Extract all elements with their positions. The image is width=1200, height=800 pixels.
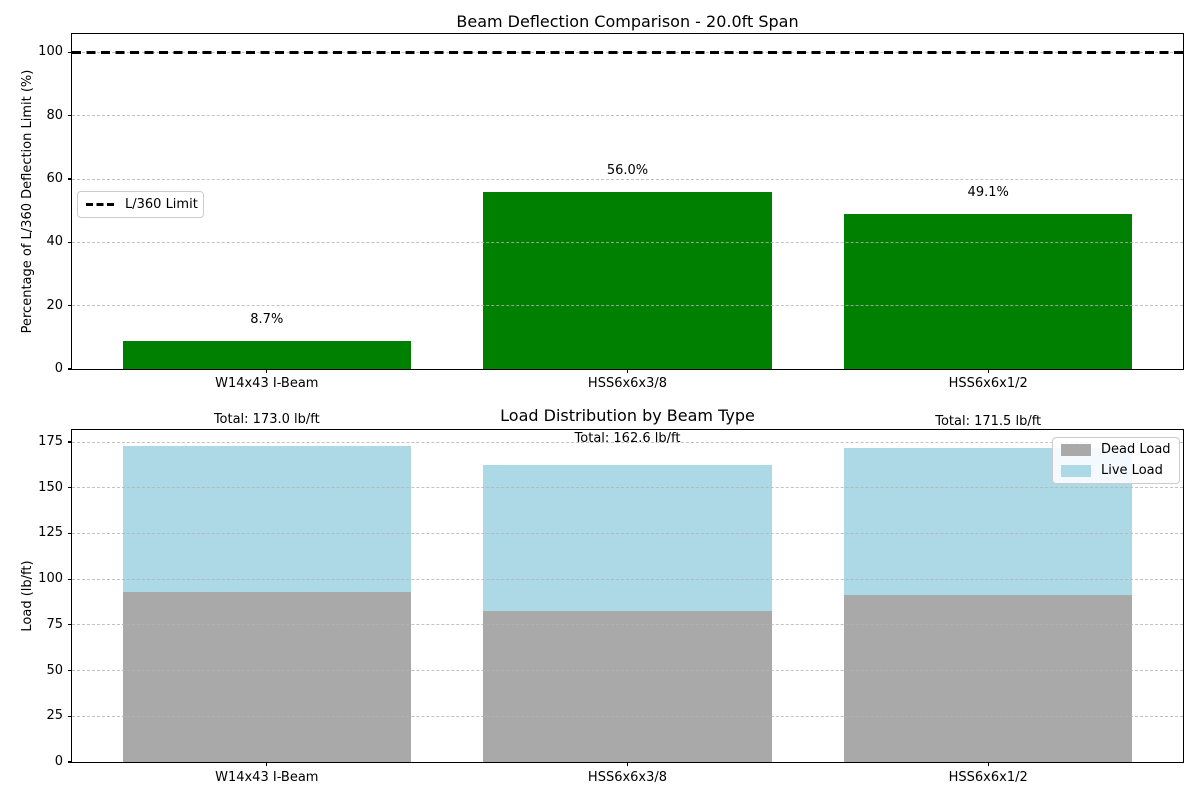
total-label: Total: 171.5 lb/ft <box>935 414 1042 430</box>
load-y-axis-label: Load (lb/ft) <box>20 560 35 632</box>
x-tick-mark <box>987 762 989 766</box>
x-tick-mark <box>266 369 268 373</box>
y-tick-mark <box>68 624 72 626</box>
gridline <box>72 578 1183 580</box>
y-tick-mark <box>68 51 72 53</box>
x-tick-label: W14x43 I-Beam <box>215 770 319 785</box>
gridline <box>72 624 1183 626</box>
legend-entry: L/360 Limit <box>86 196 198 213</box>
gridline <box>72 241 1183 243</box>
y-tick-mark <box>68 532 72 535</box>
legend-label: Live Load <box>1101 463 1163 478</box>
y-tick-mark <box>68 669 72 672</box>
y-tick-mark <box>68 305 72 307</box>
bar-value-label: 8.7% <box>250 312 284 328</box>
y-tick-label: 20 <box>46 297 63 313</box>
reference-line <box>72 51 1183 54</box>
y-tick-mark <box>68 178 72 180</box>
gridline <box>72 441 1183 443</box>
total-label: Total: 162.6 lb/ft <box>574 430 681 446</box>
y-tick-label: 60 <box>46 171 63 187</box>
y-tick-label: 125 <box>38 525 63 541</box>
legend-color-swatch <box>1061 465 1091 477</box>
deflection-chart-title: Beam Deflection Comparison - 20.0ft Span <box>456 12 799 31</box>
dead-load-bar-segment <box>483 610 772 762</box>
gridline <box>72 670 1183 672</box>
y-tick-mark <box>68 761 72 763</box>
y-tick-label: 175 <box>38 434 63 450</box>
deflection-bar <box>843 213 1133 369</box>
y-tick-mark <box>68 578 72 580</box>
y-tick-label: 75 <box>46 616 63 632</box>
x-tick-label: HSS6x6x3/8 <box>587 770 668 785</box>
legend: Dead Load Live Load <box>1052 437 1180 484</box>
x-tick-mark <box>987 369 989 373</box>
legend-label: L/360 Limit <box>125 196 198 212</box>
y-tick-label: 150 <box>38 479 63 495</box>
gridline <box>72 487 1183 489</box>
live-load-bar-segment <box>122 445 412 592</box>
y-tick-label: 25 <box>46 708 63 724</box>
y-tick-label: 40 <box>46 234 63 250</box>
x-tick-mark <box>626 369 629 373</box>
load-chart-title: Load Distribution by Beam Type <box>500 406 755 425</box>
legend-entry: Dead Load <box>1061 442 1171 458</box>
y-tick-label: 50 <box>46 662 63 678</box>
y-tick-mark <box>68 487 72 489</box>
bar-value-label: 56.0% <box>606 162 649 178</box>
y-tick-mark <box>68 441 72 443</box>
legend-entry: Live Load <box>1061 463 1171 479</box>
y-tick-label: 80 <box>46 107 63 123</box>
y-tick-label: 100 <box>38 571 63 587</box>
bar-value-label: 49.1% <box>967 184 1009 200</box>
x-tick-mark <box>626 762 629 766</box>
x-tick-label: HSS6x6x1/2 <box>948 770 1028 785</box>
gridline <box>72 532 1183 534</box>
dead-load-bar-segment <box>122 591 412 762</box>
legend-label: Dead Load <box>1101 442 1171 457</box>
live-load-bar-segment <box>483 464 772 611</box>
y-tick-label: 0 <box>54 754 63 769</box>
gridline <box>72 178 1183 180</box>
x-tick-label: HSS6x6x3/8 <box>587 376 668 391</box>
y-tick-mark <box>68 715 72 717</box>
deflection-y-axis-label: Percentage of L/360 Deflection Limit (%) <box>20 69 35 334</box>
legend: L/360 Limit <box>77 191 204 218</box>
gridline <box>72 305 1183 307</box>
legend-color-swatch <box>1061 444 1091 456</box>
legend-dashed-line-sample <box>86 203 115 206</box>
deflection-bar <box>122 341 412 369</box>
y-tick-label: 0 <box>54 361 63 376</box>
y-tick-mark <box>68 241 72 243</box>
gridline <box>72 115 1183 117</box>
deflection-bar <box>483 191 772 369</box>
y-tick-mark <box>68 115 72 117</box>
y-tick-mark <box>68 368 72 370</box>
x-tick-mark <box>266 762 268 766</box>
total-label: Total: 173.0 lb/ft <box>213 411 320 427</box>
x-tick-label: HSS6x6x1/2 <box>948 376 1028 391</box>
x-tick-label: W14x43 I-Beam <box>215 376 319 391</box>
dead-load-bar-segment <box>843 594 1133 762</box>
gridline <box>72 715 1183 717</box>
y-tick-label: 100 <box>38 44 63 60</box>
